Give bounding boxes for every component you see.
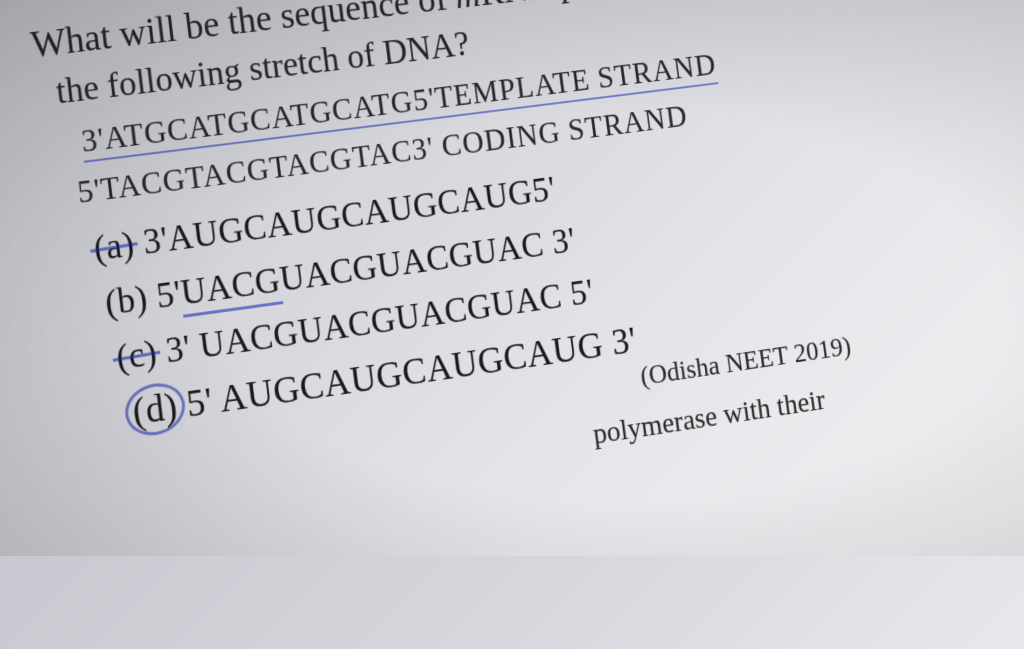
option-c-label: (c) bbox=[114, 332, 159, 378]
option-b-underline: UACG bbox=[179, 260, 283, 318]
q1b: RNA produced by bbox=[478, 0, 728, 14]
question-number: 4. bbox=[0, 12, 1, 51]
option-d-label: (d) bbox=[130, 385, 179, 434]
option-a-label: (a) bbox=[92, 223, 137, 268]
page-surface: use helicase (d) RNA polymerase 4. What … bbox=[0, 0, 1024, 649]
q1m: m bbox=[453, 0, 483, 17]
bottom-cutoff-text: polymerase with their bbox=[591, 384, 827, 452]
option-b-label: (b) bbox=[103, 277, 150, 323]
